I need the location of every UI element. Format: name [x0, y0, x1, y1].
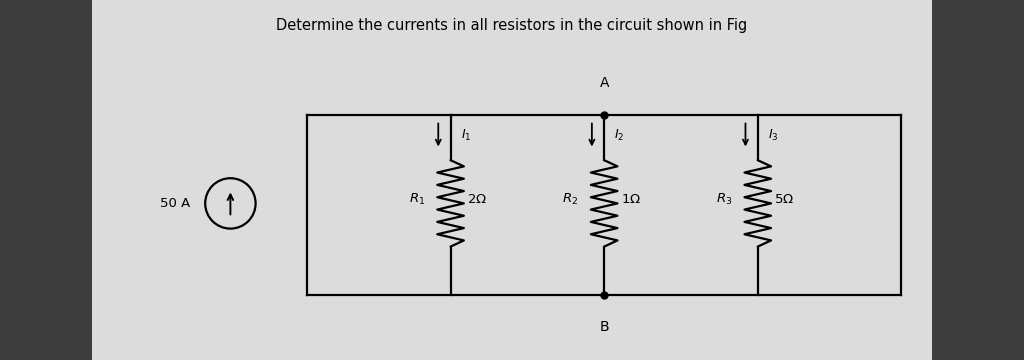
Text: $R_1$: $R_1$: [409, 192, 425, 207]
Text: $R_3$: $R_3$: [716, 192, 732, 207]
Text: A: A: [599, 76, 609, 90]
Text: $2\Omega$: $2\Omega$: [467, 193, 487, 206]
Text: 50 A: 50 A: [160, 197, 189, 210]
Text: Determine the currents in all resistors in the circuit shown in Fig: Determine the currents in all resistors …: [276, 18, 748, 33]
Text: $I_2$: $I_2$: [614, 127, 625, 143]
Text: $I_3$: $I_3$: [768, 127, 778, 143]
Text: $1\Omega$: $1\Omega$: [621, 193, 641, 206]
Text: B: B: [599, 320, 609, 334]
Text: $I_1$: $I_1$: [461, 127, 471, 143]
Text: $R_2$: $R_2$: [562, 192, 579, 207]
Text: $5\Omega$: $5\Omega$: [774, 193, 795, 206]
